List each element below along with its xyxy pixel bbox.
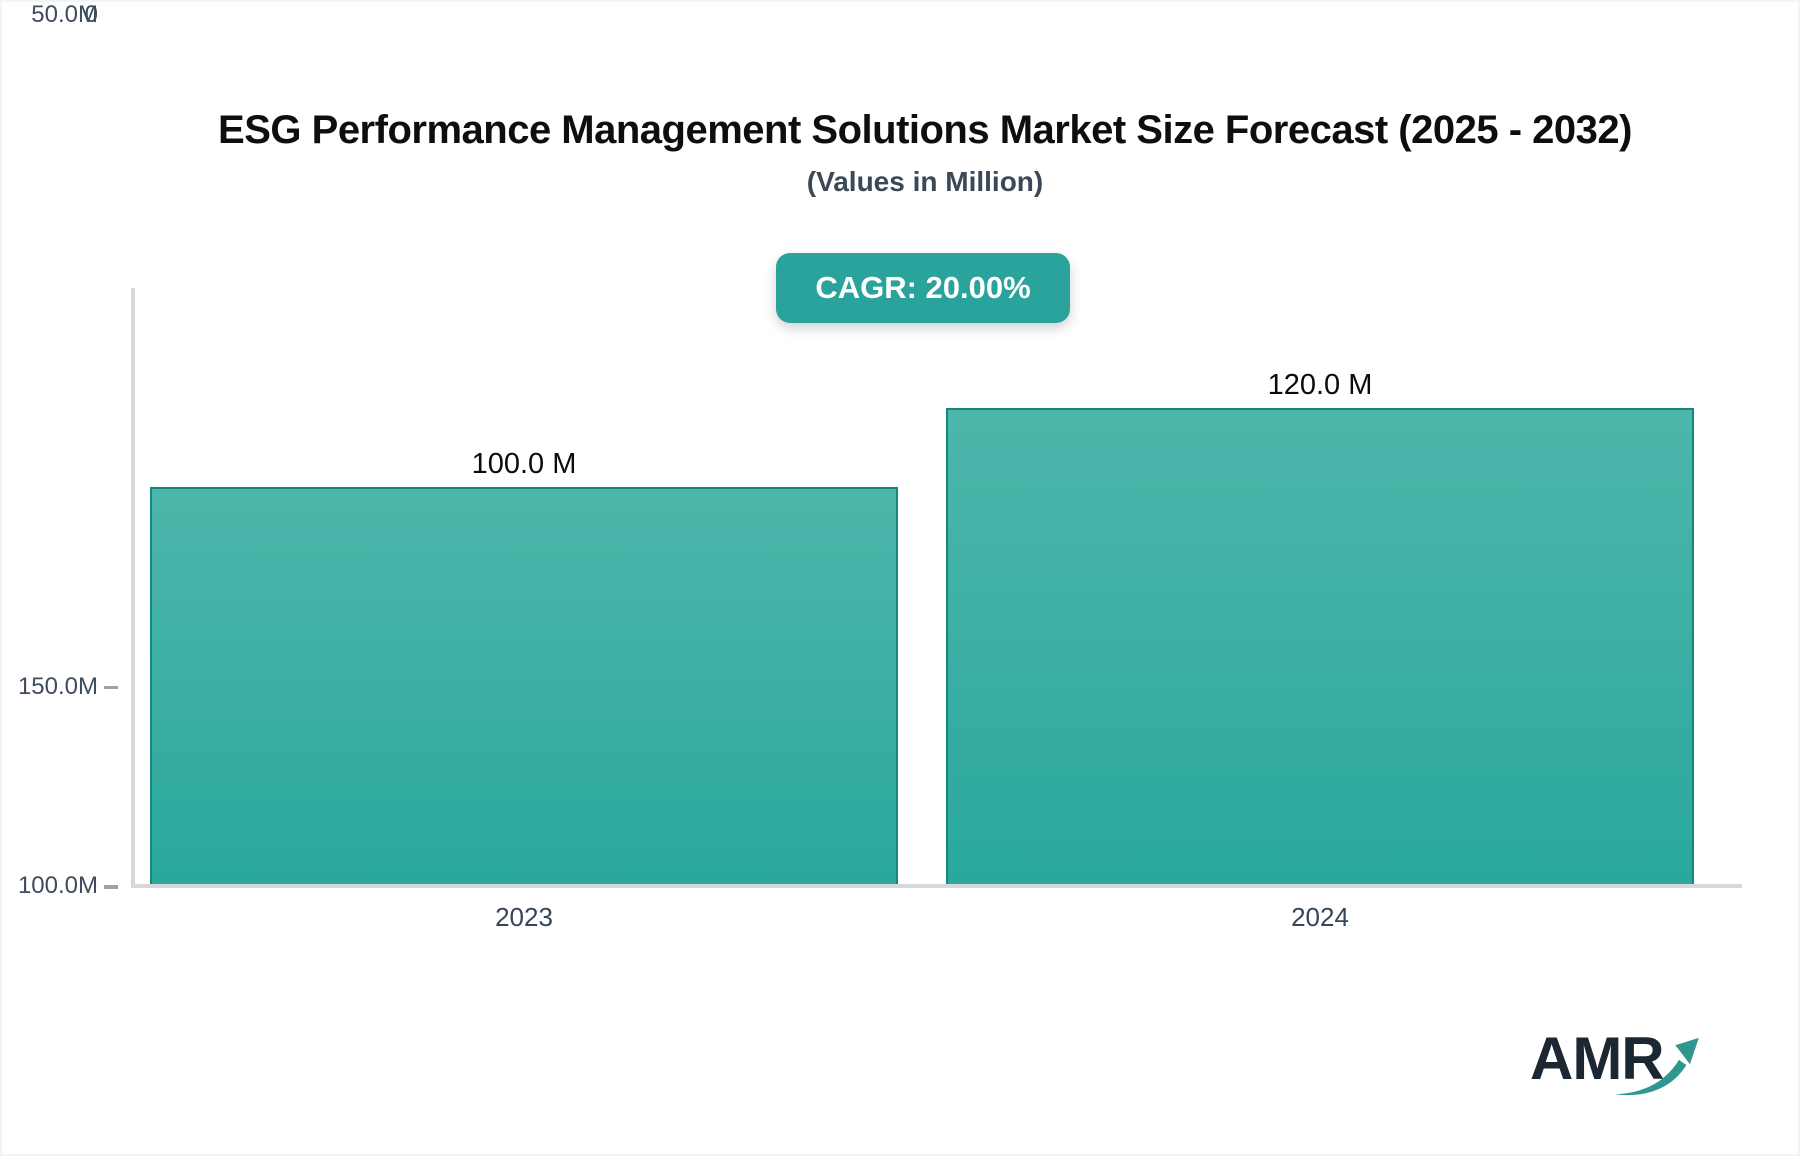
bar-2023: 100.0 M <box>150 448 898 886</box>
x-axis-line <box>131 884 1742 888</box>
chart-subtitle: (Values in Million) <box>806 166 1044 197</box>
plot-area: 100.0 M 120.0 M <box>135 288 1742 886</box>
bar-value-label-2024: 120.0 M <box>1267 368 1373 401</box>
cagr-badge: CAGR: 20.00% <box>776 253 1070 323</box>
y-axis-tick-mark-50m <box>104 686 118 689</box>
bar-value-label-2023: 100.0 M <box>471 448 577 481</box>
y-axis-tick-label-50m: 50.0M <box>31 1 98 28</box>
x-axis-category-label-2024: 2024 <box>1291 902 1349 932</box>
chart-title: ESG Performance Management Solutions Mar… <box>218 108 1632 152</box>
y-axis-tick-label-100m: 100.0M <box>17 872 98 899</box>
growth-arrow-icon <box>1615 1037 1699 1096</box>
x-axis-category-label-2023: 2023 <box>495 902 553 932</box>
y-axis-line <box>131 288 135 888</box>
y-axis-tick-mark-0 <box>104 885 118 889</box>
y-axis-tick-label-150m: 150.0M <box>17 673 98 700</box>
amr-logo-text: AMR <box>1530 1025 1665 1092</box>
amr-logo: AMR <box>1530 1026 1760 1116</box>
bar-2024: 120.0 M <box>946 369 1694 886</box>
y-axis-tick-label-0: 0 <box>84 1 98 28</box>
